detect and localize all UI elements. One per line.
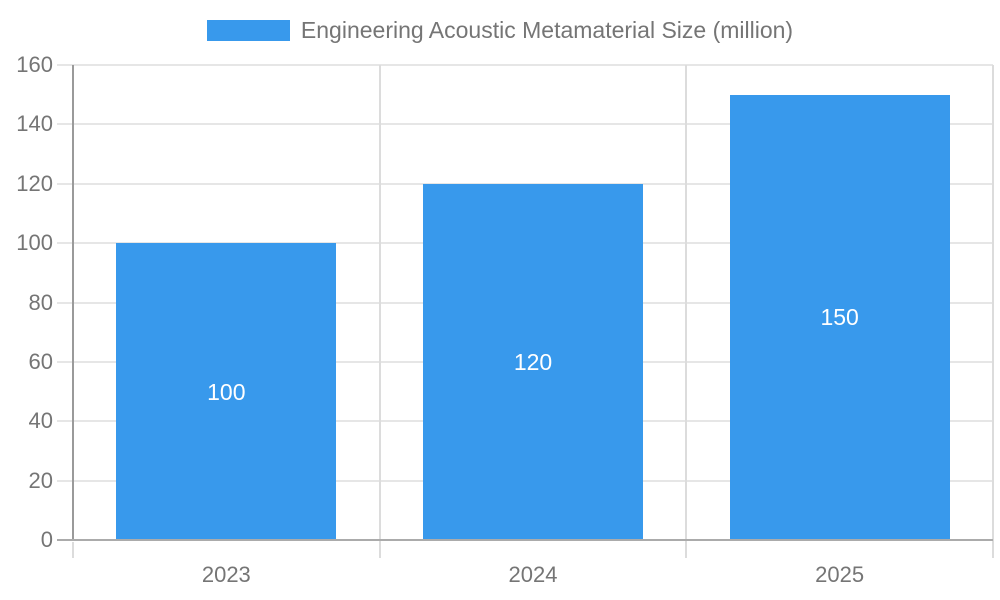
x-axis-tick-label: 2023 bbox=[201, 562, 251, 587]
bar[interactable] bbox=[116, 243, 337, 540]
y-axis-line bbox=[72, 65, 74, 540]
y-axis-tick-label: 40 bbox=[28, 408, 53, 434]
category-boundary-line bbox=[685, 65, 688, 558]
y-axis-tick-label: 160 bbox=[16, 52, 53, 77]
legend-swatch-icon bbox=[206, 19, 290, 41]
chart-legend[interactable]: Engineering Acoustic Metamaterial Size (… bbox=[0, 15, 1000, 45]
bar[interactable] bbox=[729, 94, 950, 540]
category-boundary-line bbox=[992, 65, 994, 558]
category-boundary-line bbox=[378, 65, 381, 558]
x-axis-tick-label: 2025 bbox=[815, 562, 865, 587]
y-axis-tick-label: 100 bbox=[16, 230, 53, 256]
x-axis-tick bbox=[72, 542, 74, 558]
y-axis-tick-label: 140 bbox=[16, 111, 53, 137]
bar-data-label: 100 bbox=[207, 378, 246, 405]
x-axis-tick-label: 2024 bbox=[508, 562, 558, 587]
y-axis-tick-label: 80 bbox=[28, 289, 53, 315]
y-axis-tick-label: 120 bbox=[16, 170, 53, 196]
bar-data-label: 120 bbox=[513, 348, 553, 375]
y-gridline bbox=[57, 64, 993, 66]
y-axis-tick-label: 60 bbox=[28, 348, 53, 374]
y-axis-tick-label: 0 bbox=[40, 527, 53, 552]
legend-label: Engineering Acoustic Metamaterial Size (… bbox=[300, 17, 794, 43]
y-axis-tick-label: 20 bbox=[28, 467, 53, 493]
y-gridline bbox=[57, 123, 993, 126]
x-axis-baseline bbox=[57, 539, 993, 541]
bar[interactable] bbox=[423, 183, 643, 540]
bar-data-label: 150 bbox=[820, 304, 859, 331]
